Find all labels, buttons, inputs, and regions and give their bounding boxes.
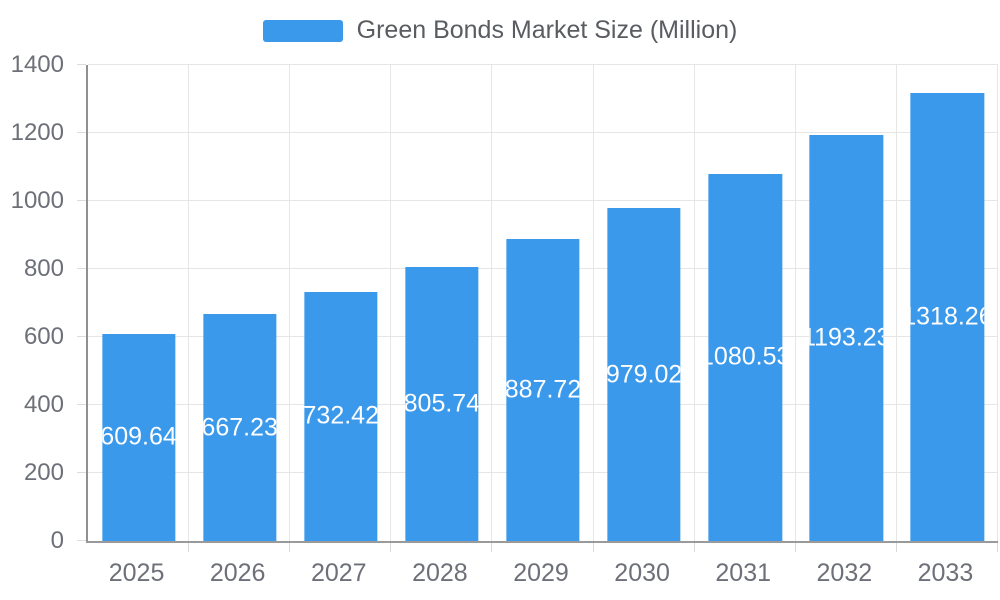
y-axis-tick <box>77 404 86 405</box>
x-axis-tick <box>997 543 998 552</box>
legend-label: Green Bonds Market Size (Million) <box>356 16 738 44</box>
gridline-vertical <box>491 65 493 541</box>
gridline-vertical <box>390 65 392 541</box>
bar-2028[interactable]: 805.74 <box>405 267 479 541</box>
bar-value-label-2029: 887.72 <box>506 375 580 404</box>
bar-value-label-2028: 805.74 <box>405 389 479 418</box>
x-axis-tick <box>895 543 897 552</box>
bar-2031[interactable]: 1080.53 <box>708 173 782 541</box>
gridline-vertical <box>289 65 291 541</box>
x-axis-label-2026: 2026 <box>209 559 266 587</box>
bar-value-label-2030: 979.02 <box>607 360 681 389</box>
x-axis-label-2032: 2032 <box>816 559 873 587</box>
bar-2032[interactable]: 1193.23 <box>809 135 883 541</box>
bar-2025[interactable]: 609.64 <box>101 333 176 541</box>
bar-2027[interactable]: 732.42 <box>304 291 378 541</box>
plot-area: 609.64 667.23 732.42 805.74 887.72 979.02 1080… <box>77 64 998 552</box>
bar-2030[interactable]: 979.02 <box>607 208 681 541</box>
x-axis-label-2028: 2028 <box>412 559 468 587</box>
x-axis-label-2031: 2031 <box>715 559 772 587</box>
x-axis-tick <box>289 543 291 552</box>
gridline-vertical <box>794 65 796 541</box>
y-axis-label-200: 200 <box>23 459 64 486</box>
y-axis-label-1000: 1000 <box>10 187 64 214</box>
x-axis-label-2030: 2030 <box>614 559 670 587</box>
bar-value-label-2031: 1080.53 <box>709 342 782 371</box>
x-axis-label-2027: 2027 <box>310 559 367 587</box>
bar-value-label-2026: 667.23 <box>203 413 277 442</box>
y-axis: 0 200 400 600 800 1000 1200 1400 <box>0 51 64 554</box>
y-axis-tick <box>77 268 86 269</box>
x-axis-tick <box>794 543 796 552</box>
bar-2026[interactable]: 667.23 <box>203 314 277 541</box>
gridline-vertical <box>188 65 190 541</box>
y-axis-label-1200: 1200 <box>10 119 64 146</box>
y-axis-label-800: 800 <box>23 255 64 282</box>
y-axis-label-0: 0 <box>50 527 64 554</box>
bar-value-label-2032: 1193.23 <box>810 323 883 352</box>
y-axis-label-400: 400 <box>23 391 64 418</box>
gridline-vertical <box>895 65 897 541</box>
gridline-horizontal <box>88 64 998 65</box>
bar-2033[interactable]: 1318.26 <box>910 92 985 541</box>
x-axis-label-2029: 2029 <box>513 559 569 587</box>
gridline-horizontal <box>88 200 998 201</box>
bar-value-label-2025: 609.64 <box>101 422 176 451</box>
x-axis-label-2033: 2033 <box>917 559 974 587</box>
gridline-vertical <box>693 65 695 541</box>
bar-value-label-2027: 732.42 <box>304 401 378 430</box>
x-axis-tick <box>592 543 594 552</box>
x-axis-tick <box>693 543 695 552</box>
bar-value-label-2033: 1318.26 <box>911 302 984 331</box>
y-axis-tick <box>77 64 86 65</box>
x-axis-tick <box>390 543 392 552</box>
gridline-vertical <box>592 65 594 541</box>
gridline-vertical <box>997 65 998 541</box>
x-axis-label-2025: 2025 <box>108 559 165 587</box>
y-axis-tick <box>77 472 86 473</box>
x-axis: 2025 2026 2027 2028 2029 2030 2031 2032 2033 <box>86 559 996 591</box>
bar-2029[interactable]: 887.72 <box>506 239 580 541</box>
y-axis-tick <box>77 200 86 201</box>
x-axis-tick <box>188 543 190 552</box>
y-axis-tick <box>77 540 86 541</box>
legend-item[interactable]: Green Bonds Market Size (Million) <box>0 16 1000 45</box>
x-axis-tick <box>491 543 493 552</box>
legend-marker-icon <box>262 19 343 42</box>
gridline-horizontal <box>88 132 998 133</box>
y-axis-label-600: 600 <box>23 323 64 350</box>
y-axis-tick <box>77 336 86 337</box>
y-axis-label-1400: 1400 <box>10 51 64 78</box>
y-axis-tick <box>77 132 86 133</box>
